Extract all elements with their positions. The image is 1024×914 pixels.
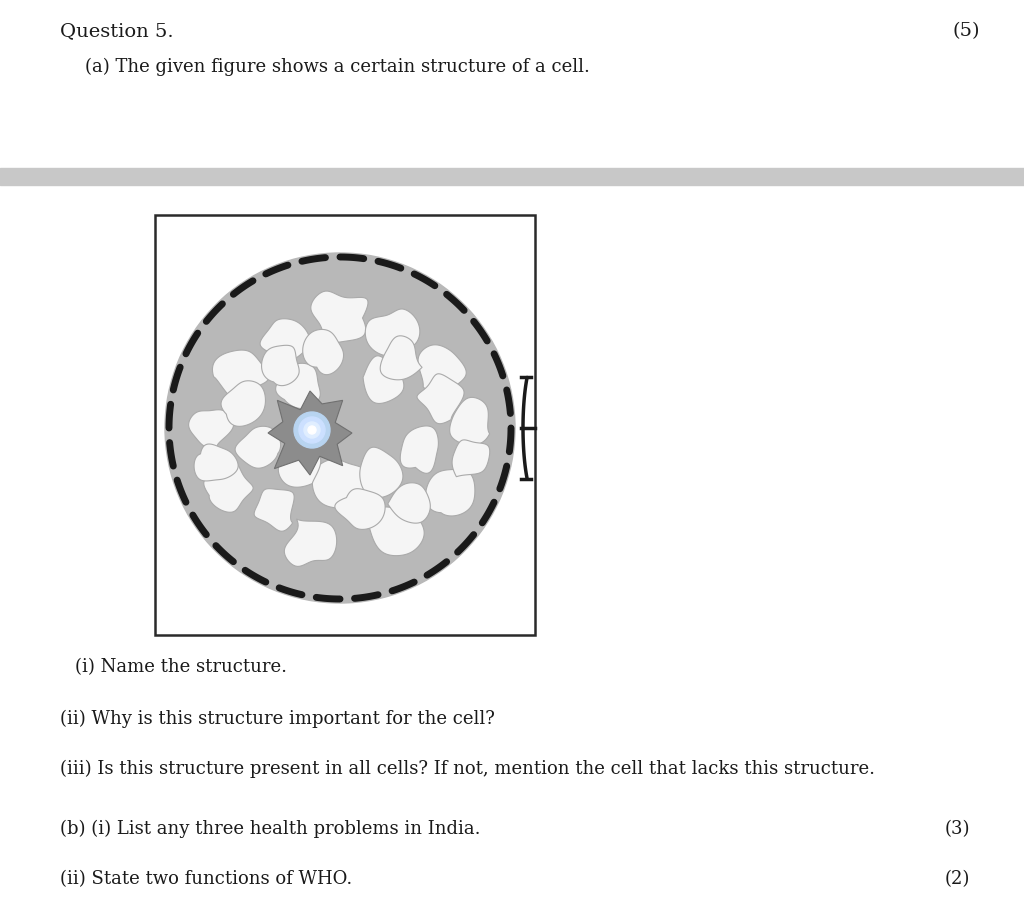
Circle shape: [165, 253, 515, 603]
Polygon shape: [369, 507, 424, 556]
Text: (ii) State two functions of WHO.: (ii) State two functions of WHO.: [60, 870, 352, 888]
Polygon shape: [236, 426, 281, 468]
Bar: [0, 168, 1024, 185]
Polygon shape: [275, 363, 321, 409]
Polygon shape: [260, 319, 309, 364]
Text: (ii) Why is this structure important for the cell?: (ii) Why is this structure important for…: [60, 710, 495, 728]
Polygon shape: [285, 519, 337, 567]
Circle shape: [294, 412, 330, 448]
Polygon shape: [452, 440, 489, 477]
Text: (5): (5): [952, 22, 980, 40]
Polygon shape: [268, 391, 352, 475]
Polygon shape: [388, 483, 430, 523]
Circle shape: [299, 417, 325, 443]
Polygon shape: [418, 345, 466, 395]
Text: (i) Name the structure.: (i) Name the structure.: [75, 658, 287, 676]
Text: (2): (2): [944, 870, 970, 888]
Polygon shape: [335, 489, 385, 529]
Text: (iii) Is this structure present in all cells? If not, mention the cell that lack: (iii) Is this structure present in all c…: [60, 760, 874, 778]
Text: (a) The given figure shows a certain structure of a cell.: (a) The given figure shows a certain str…: [85, 58, 590, 76]
Circle shape: [308, 426, 316, 434]
Polygon shape: [400, 426, 438, 473]
Text: (3): (3): [944, 820, 970, 838]
Polygon shape: [221, 381, 265, 426]
Polygon shape: [303, 329, 344, 375]
Polygon shape: [417, 374, 464, 424]
Bar: [155, 215, 535, 635]
Polygon shape: [254, 489, 294, 531]
Polygon shape: [359, 447, 402, 497]
Text: Question 5.: Question 5.: [60, 22, 174, 40]
Polygon shape: [450, 398, 489, 445]
Polygon shape: [364, 356, 403, 403]
Polygon shape: [311, 291, 368, 343]
Polygon shape: [195, 444, 239, 481]
Text: (b) (i) List any three health problems in India.: (b) (i) List any three health problems i…: [60, 820, 480, 838]
Polygon shape: [426, 470, 475, 516]
Polygon shape: [204, 462, 253, 512]
Circle shape: [304, 422, 319, 438]
Polygon shape: [212, 350, 268, 401]
Polygon shape: [312, 460, 371, 508]
Polygon shape: [261, 345, 299, 386]
Polygon shape: [380, 335, 422, 380]
Polygon shape: [279, 444, 321, 487]
Polygon shape: [188, 409, 233, 448]
Polygon shape: [366, 309, 420, 356]
